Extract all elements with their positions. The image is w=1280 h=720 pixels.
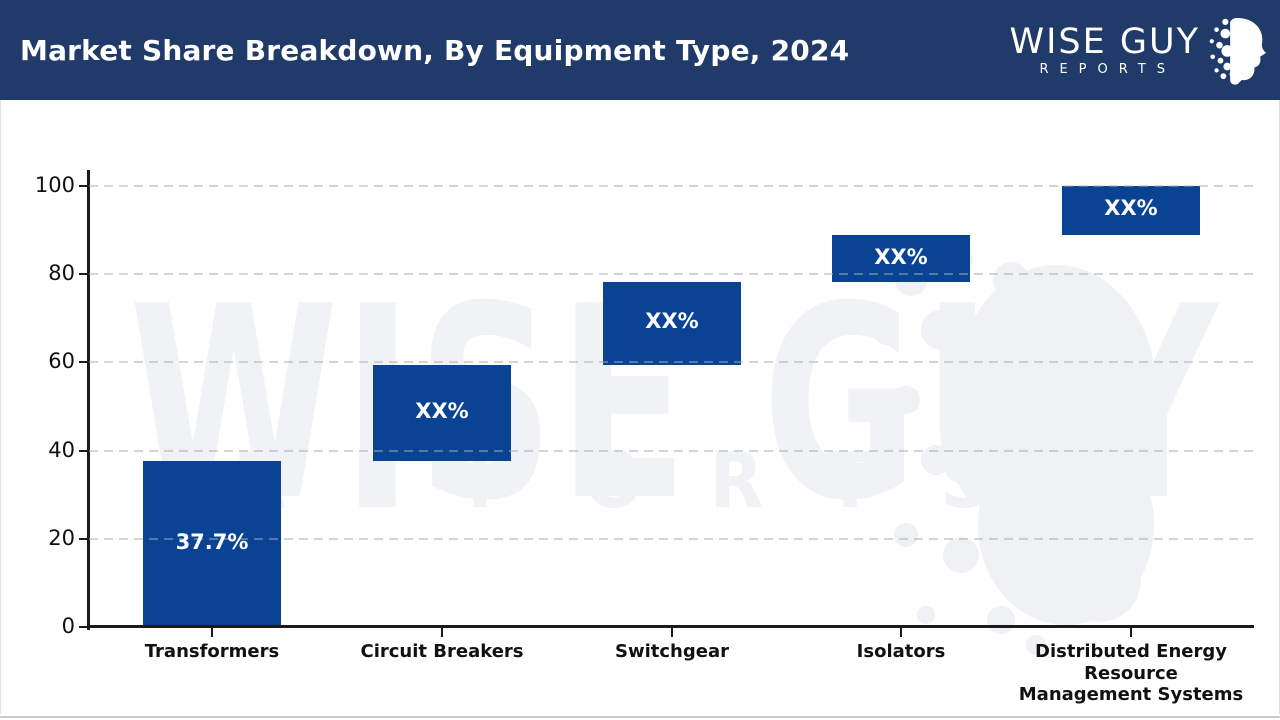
bar-value-label-transformers: 37.7% (175, 529, 249, 554)
gridline-40 (89, 449, 1254, 452)
gridline-80 (89, 273, 1254, 276)
chart-title: Market Share Breakdown, By Equipment Typ… (20, 33, 850, 67)
y-tick-label-60: 60 (48, 349, 75, 374)
wise-guy-logo: WISE GUY REPORTS (1009, 11, 1266, 89)
bar-distributed-energy-resource-management-systems (1062, 186, 1200, 235)
y-tick-label-40: 40 (48, 437, 75, 462)
x-category-label-transformers: Transformers (144, 641, 280, 662)
bar-value-label-isolators: XX% (874, 244, 928, 269)
watermark-subtitle: REPORTS (233, 435, 1057, 526)
x-category-label-distributed-energy-resource-management-systems: Distributed Energy Resource Management S… (1018, 641, 1244, 706)
y-tick-label-20: 20 (48, 525, 75, 550)
header: Market Share Breakdown, By Equipment Typ… (0, 0, 1280, 100)
x-tick-mark-switchgear (671, 628, 673, 637)
bar-value-label-distributed-energy-resource-management-systems: XX% (1104, 196, 1158, 221)
x-tick-mark-isolators (900, 628, 902, 637)
y-tick-mark-20 (79, 537, 88, 540)
y-tick-label-80: 80 (48, 261, 75, 286)
x-tick-mark-distributed-energy-resource-management-systems (1130, 628, 1132, 637)
chart-area: WISE GUY REPORTS 0 20 40 60 80 100 37.7% Transf… (0, 100, 1280, 714)
y-tick-mark-100 (79, 185, 88, 187)
x-axis (87, 625, 1254, 628)
x-tick-mark-circuit-breakers (441, 628, 443, 637)
x-tick-mark-transformers (211, 628, 213, 637)
y-tick-label-100: 100 (34, 173, 75, 197)
logo-subtitle: REPORTS (1039, 61, 1177, 77)
y-tick-mark-0 (79, 626, 88, 628)
bar-switchgear (603, 282, 741, 365)
y-axis (87, 170, 90, 630)
y-tick-label-0: 0 (61, 614, 75, 638)
x-category-label-circuit-breakers: Circuit Breakers (360, 641, 524, 662)
bar-circuit-breakers (373, 364, 511, 461)
bar-value-label-circuit-breakers: XX% (415, 398, 469, 423)
y-tick-mark-60 (79, 361, 88, 364)
bar-transformers (143, 460, 281, 627)
bar-value-label-switchgear: XX% (645, 309, 699, 334)
bottom-hairline (0, 716, 1280, 718)
plot: 0 20 40 60 80 100 37.7% Transformers XX% Circuit … (1, 100, 1279, 714)
x-category-label-switchgear: Switchgear (615, 641, 729, 662)
watermark-face-icon (870, 248, 1163, 655)
x-category-label-isolators: Isolators (856, 641, 946, 662)
logo-wordmark: WISE GUY (1009, 21, 1200, 62)
y-tick-mark-40 (79, 449, 88, 452)
logo-text: WISE GUY REPORTS (1009, 21, 1200, 77)
y-tick-mark-80 (79, 273, 88, 276)
logo-face-icon (1209, 18, 1266, 85)
